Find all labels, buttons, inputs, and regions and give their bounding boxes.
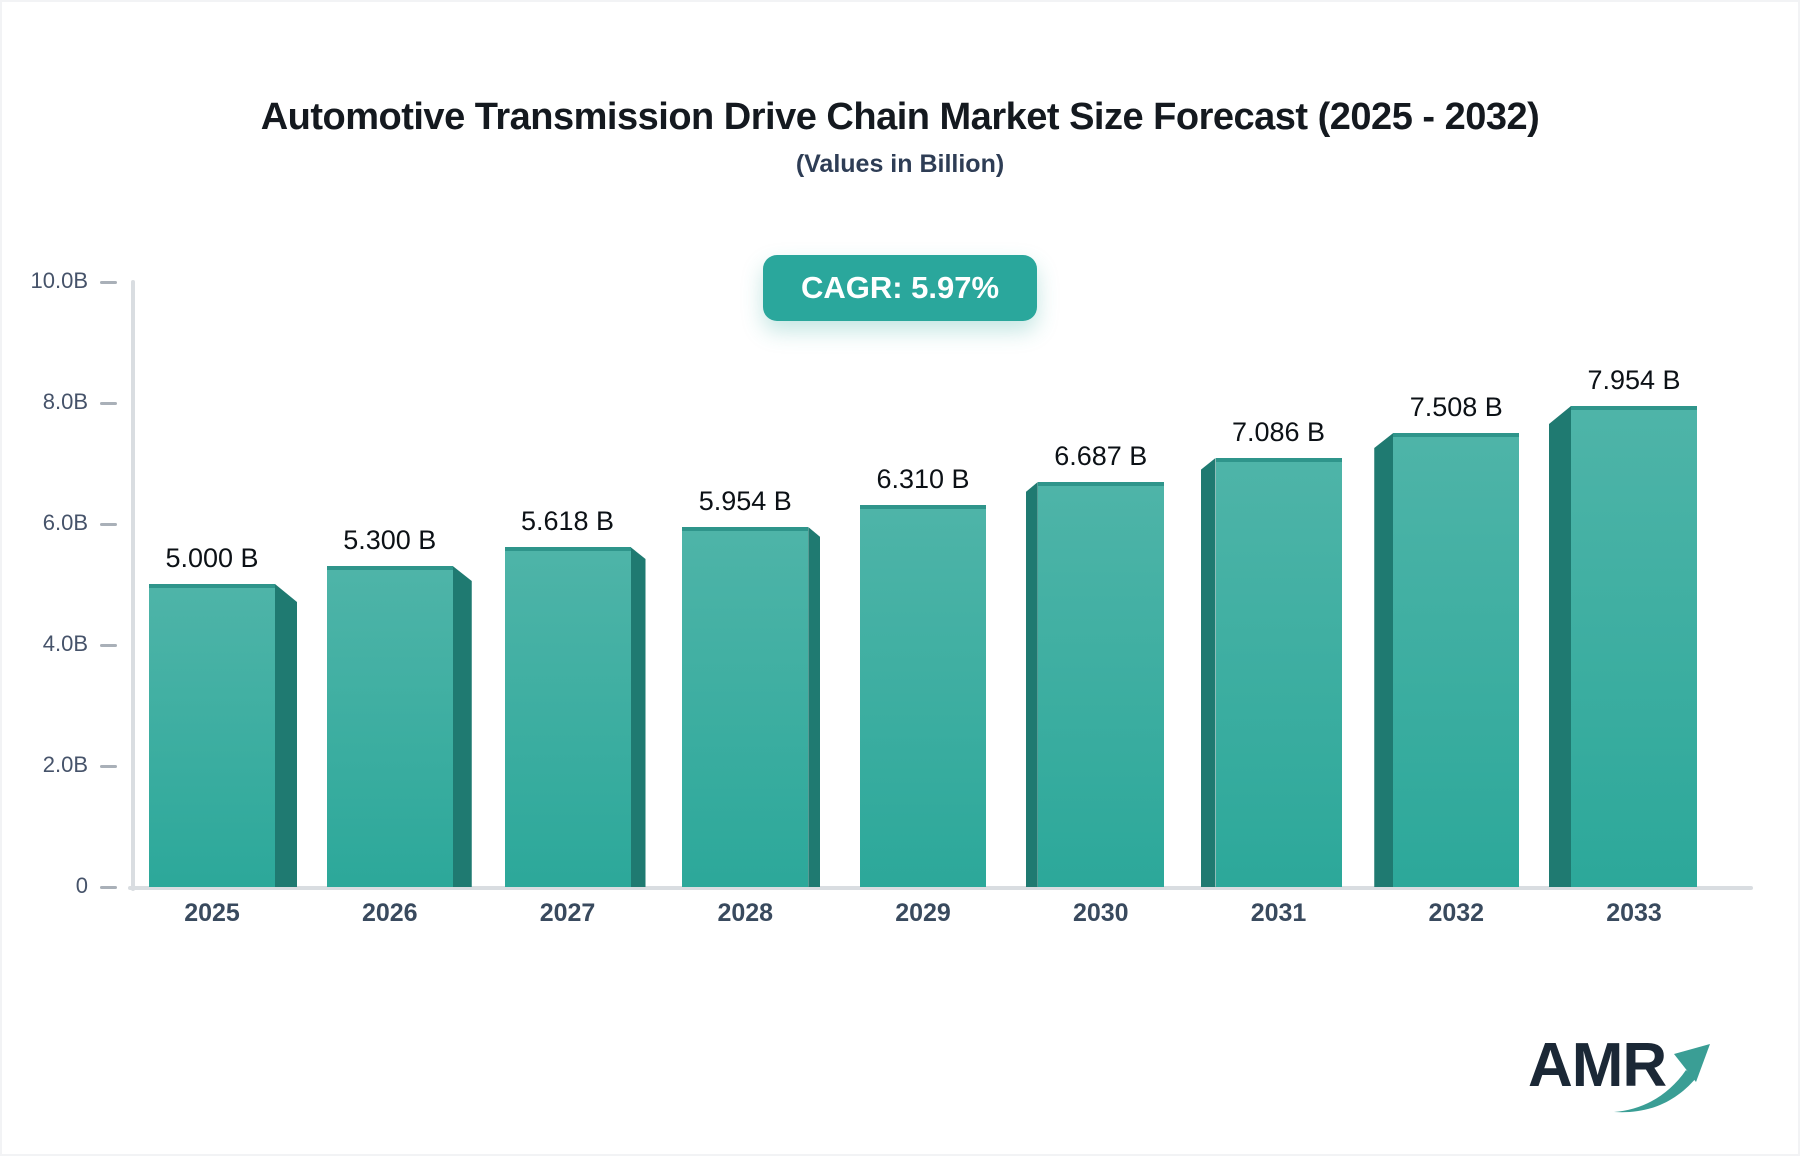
bar-2025[interactable] xyxy=(149,584,297,887)
growth-arrow-icon xyxy=(1614,1044,1710,1113)
bar-value-label-2027: 5.618 B xyxy=(520,506,615,536)
bar-side-2033 xyxy=(1549,406,1571,887)
bar-2028[interactable] xyxy=(682,527,821,887)
bar-side-2031 xyxy=(1200,458,1216,887)
chart-title: Automotive Transmission Drive Chain Mark… xyxy=(260,96,1540,138)
bar-2031[interactable] xyxy=(1200,458,1342,887)
bar-value-label-2026: 5.300 B xyxy=(343,525,437,555)
cagr-badge-container: CAGR: 5.97% xyxy=(0,255,1800,321)
bar-face-2026 xyxy=(326,566,453,887)
y-tick-dash xyxy=(100,764,117,768)
bar-side-2025 xyxy=(275,584,297,887)
y-axis-line xyxy=(131,280,135,891)
bar-side-2028 xyxy=(808,527,821,887)
x-axis-label-2032: 2032 xyxy=(1428,899,1485,927)
y-tick-label: 6.0B xyxy=(42,510,88,535)
bar-face-2025 xyxy=(149,584,275,887)
bar-face-2029 xyxy=(860,505,986,887)
x-axis-label-2027: 2027 xyxy=(539,899,596,927)
y-tick-dash xyxy=(100,643,117,647)
y-tick-label: 8.0B xyxy=(42,389,88,414)
y-tick-label: 4.0B xyxy=(42,631,88,656)
y-tick-label: 2.0B xyxy=(42,752,88,777)
bar-value-label-2032: 7.508 B xyxy=(1409,392,1503,422)
y-tick-dash xyxy=(100,280,117,284)
bar-side-2027 xyxy=(630,547,646,887)
x-axis-line xyxy=(128,886,1753,890)
bar-value-label-2033: 7.954 B xyxy=(1587,365,1681,395)
bar-value-label-2025: 5.000 B xyxy=(165,543,259,573)
y-tick-dash xyxy=(100,885,117,889)
x-axis-label-2030: 2030 xyxy=(1072,899,1129,927)
bar-value-label-2028: 5.954 B xyxy=(698,486,792,516)
x-axis-label-2026: 2026 xyxy=(361,899,418,927)
x-axis-label-2028: 2028 xyxy=(717,899,774,927)
x-axis-label-2033: 2033 xyxy=(1606,899,1662,927)
y-tick-label: 0 xyxy=(75,873,88,898)
bar-2032[interactable] xyxy=(1374,433,1520,887)
bar-face-2028 xyxy=(682,527,809,887)
bar-face-2032 xyxy=(1393,433,1520,887)
bar-2033[interactable] xyxy=(1549,406,1697,887)
bar-side-2032 xyxy=(1374,433,1394,887)
amr-logo-text: AMR xyxy=(1528,1031,1667,1100)
bar-face-2033 xyxy=(1571,406,1697,887)
bar-side-2030 xyxy=(1025,482,1038,887)
bar-value-label-2031: 7.086 B xyxy=(1231,417,1326,447)
bar-value-label-2029: 6.310 B xyxy=(876,464,970,494)
y-tick-dash xyxy=(100,401,117,405)
bar-face-2031 xyxy=(1215,458,1342,887)
bar-side-2026 xyxy=(452,566,472,887)
x-axis-label-2031: 2031 xyxy=(1250,899,1307,927)
bar-2027[interactable] xyxy=(504,547,646,887)
bar-2030[interactable] xyxy=(1025,482,1164,887)
bar-2026[interactable] xyxy=(326,566,472,887)
bar-2029[interactable] xyxy=(860,505,986,887)
amr-logo: AMR xyxy=(1528,1030,1718,1125)
cagr-badge: CAGR: 5.97% xyxy=(762,255,1038,321)
x-axis-label-2025: 2025 xyxy=(184,899,240,927)
bar-value-label-2030: 6.687 B xyxy=(1054,441,1148,471)
y-tick-label: 10.0B xyxy=(30,268,89,293)
chart-subtitle: (Values in Billion) xyxy=(795,150,1005,178)
bar-face-2027 xyxy=(504,547,631,887)
y-tick-dash xyxy=(100,522,117,526)
x-axis-label-2029: 2029 xyxy=(895,899,951,927)
bar-face-2030 xyxy=(1037,482,1164,887)
